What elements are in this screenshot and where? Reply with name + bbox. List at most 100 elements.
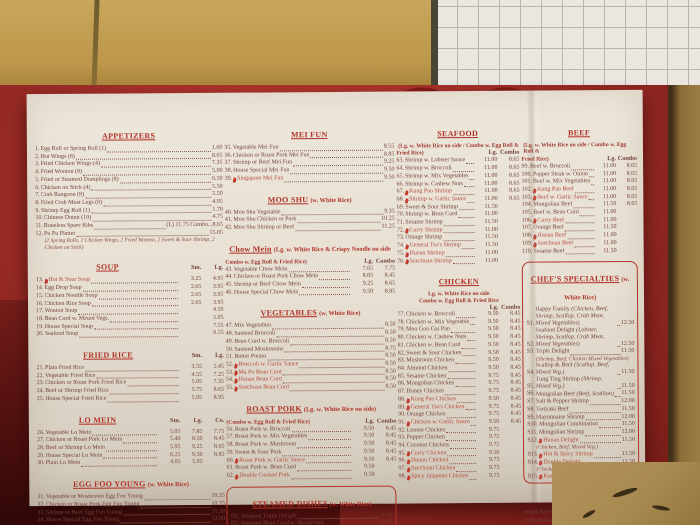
item-price: 9.50 bbox=[488, 357, 499, 364]
item-price: 7.55 bbox=[213, 322, 224, 329]
item-number: 66. bbox=[396, 181, 405, 188]
menu-section-mei-fun: MEI FUN 35. Vegetable Mei Fun 8.55 36. Chicke… bbox=[224, 124, 395, 184]
section-suffix: (w. White Rice) bbox=[319, 310, 361, 318]
item-name: Mongolian Combination bbox=[539, 421, 599, 428]
price-column-header: Lg. bbox=[214, 264, 224, 272]
item-price: 8.45 bbox=[510, 380, 521, 387]
item-description: (2 Spring Rolls, 2 Chicken Wings, 2 Frie… bbox=[44, 237, 215, 251]
item-price: 5.05 bbox=[169, 428, 181, 435]
item-number: 23. bbox=[36, 380, 45, 387]
section-title-wrap: VEGETABLES (w. White Rice) bbox=[260, 302, 360, 321]
item-price: 5.50 bbox=[212, 183, 223, 190]
section-title-wrap: LO MEIN bbox=[37, 409, 159, 428]
item-number: 27. bbox=[36, 437, 45, 444]
item-price: 5.75 bbox=[191, 387, 203, 394]
dotted-leader bbox=[120, 521, 211, 524]
item-number: 59. bbox=[226, 449, 235, 456]
item-price: 9.25 bbox=[362, 280, 374, 287]
item-number: 44. bbox=[225, 274, 233, 281]
spicy-pepper-icon bbox=[234, 458, 239, 465]
item-price: 3.95 bbox=[212, 291, 224, 298]
section-header: STEAMED DISHES (w. White Rice) bbox=[231, 492, 393, 511]
item-price: 8.50 bbox=[385, 337, 396, 344]
item-price: 6.50 bbox=[212, 175, 223, 182]
item-number: 36. bbox=[224, 152, 232, 159]
menu-item: D2. Steamed Bean Curd w. Mushroom 8.95 bbox=[231, 520, 393, 525]
item-price: 11.00 bbox=[602, 170, 617, 177]
menu-column-2: MEI FUN 35. Vegetable Mei Fun 8.55 36. Chicke… bbox=[224, 120, 398, 525]
item-price: 8.65 bbox=[626, 193, 638, 200]
item-price: 8.65 bbox=[626, 201, 638, 208]
item-number: 40. bbox=[224, 209, 233, 216]
item-name: Bean Curd w. Mixed Vegs. bbox=[44, 315, 110, 322]
section-title: APPETIZERS bbox=[101, 131, 156, 141]
item-number: 94. bbox=[398, 442, 406, 449]
item-number: 28. bbox=[37, 445, 45, 452]
item-name: Happy Family (Chicken, Beef, Shrimp, Sca… bbox=[535, 306, 609, 327]
menu-item: 25. House Special Fried Rice 5.95 8.95 bbox=[37, 395, 225, 404]
dotted-leader bbox=[446, 416, 477, 419]
section-title: LO MEIN bbox=[78, 415, 117, 425]
item-price: 9.75 bbox=[489, 472, 500, 479]
section-title-wrap: Chow Mein (Lg. w. White Rice & Crispy Noo… bbox=[229, 237, 391, 256]
item-price: 9.75 bbox=[488, 380, 499, 387]
item-name: Mongolian Chicken bbox=[406, 380, 455, 387]
item-price: 11.00 bbox=[603, 232, 617, 239]
price-column-header: Lg. bbox=[365, 417, 375, 425]
item-price: 11.50 bbox=[621, 450, 636, 457]
dotted-leader bbox=[588, 176, 595, 178]
item-price: 11.00 bbox=[602, 185, 617, 193]
item-price: 2.65 bbox=[190, 284, 202, 291]
section-title-wrap: STEAMED DISHES (w. White Rice) bbox=[253, 492, 372, 511]
dotted-leader bbox=[470, 424, 477, 426]
menu-item: 98. Spicy Jalapeno Chicken 9.75 bbox=[399, 473, 522, 482]
item-number: 96. bbox=[398, 457, 406, 464]
item-price: 11.00 bbox=[484, 249, 499, 256]
dotted-leader bbox=[462, 355, 476, 357]
item-price: 5.05 bbox=[191, 379, 203, 386]
price-column-header: Combo bbox=[376, 417, 397, 425]
dotted-leader bbox=[446, 432, 477, 434]
dotted-leader bbox=[289, 389, 385, 392]
item-price: 11.00 bbox=[603, 239, 617, 246]
item-price: 8.65 bbox=[508, 164, 520, 171]
item-price: 11.50 bbox=[603, 247, 617, 254]
item-price: 9.75 bbox=[488, 372, 499, 379]
item-price: 8.45 bbox=[509, 310, 521, 317]
section-header: APPETIZERS bbox=[35, 125, 223, 144]
item-name: House Special Fried Rice bbox=[45, 395, 107, 402]
item-price: 8.85 bbox=[214, 451, 225, 458]
section-title: SOUP bbox=[96, 262, 119, 273]
spicy-pepper-icon bbox=[233, 370, 239, 377]
section-title: CHEF'S SPECIALTIES bbox=[530, 274, 620, 284]
item-price: 12.50 bbox=[620, 340, 635, 347]
item-price: 9.50 bbox=[192, 451, 203, 458]
dotted-leader bbox=[445, 393, 477, 396]
dotted-leader bbox=[299, 294, 351, 296]
item-name: General Tso's Chicken bbox=[410, 403, 465, 410]
dotted-leader bbox=[465, 409, 477, 411]
item-price: 12.00 bbox=[211, 515, 226, 523]
spicy-pepper-icon bbox=[234, 386, 239, 392]
item-price: 2.65 bbox=[190, 299, 202, 306]
dotted-leader bbox=[81, 465, 158, 467]
menu-item: S5.Tung Ting Shrimp (Shrimp, Mixed Veg.)… bbox=[527, 376, 635, 391]
item-price: 8.45 bbox=[510, 364, 521, 371]
item-name: House Special Soup bbox=[44, 323, 94, 330]
item-number: 10. bbox=[35, 215, 43, 222]
item-price: 5.05 bbox=[213, 314, 224, 321]
item-price: 11.00 bbox=[484, 172, 498, 179]
item-price: 8.65 bbox=[213, 386, 225, 394]
item-number: 32. bbox=[37, 501, 45, 508]
item-name: Beef w. Garlic Sauce bbox=[537, 193, 588, 201]
item-price: 8.65 bbox=[626, 170, 638, 177]
item-number: 54. bbox=[226, 377, 234, 384]
dotted-leader bbox=[79, 336, 179, 338]
item-name: Spicy Jalapeno Chicken bbox=[411, 472, 469, 480]
item-number: 25. bbox=[36, 395, 45, 402]
dotted-leader bbox=[614, 396, 621, 398]
item-price: 11.50 bbox=[484, 234, 498, 241]
item-name: Szechuan Beef bbox=[537, 240, 574, 247]
item-price: 12.50 bbox=[620, 319, 635, 326]
item-price: 8.65 bbox=[626, 162, 638, 169]
